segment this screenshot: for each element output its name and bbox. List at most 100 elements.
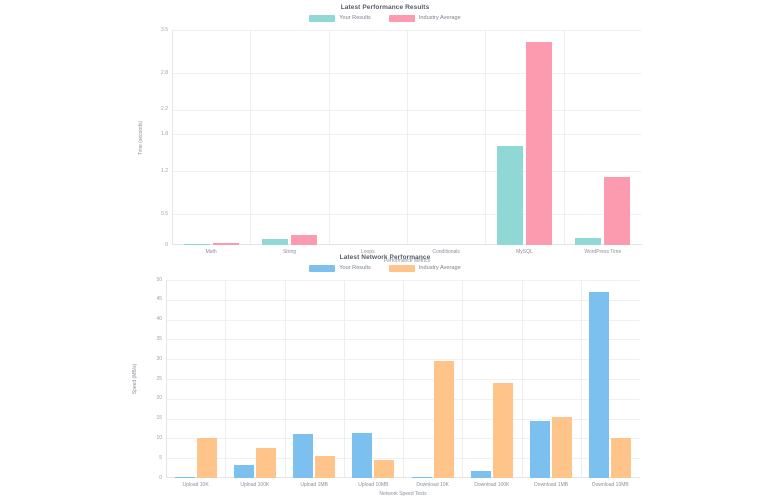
performance-y-axis-line bbox=[172, 30, 173, 245]
vertical-gridline bbox=[521, 280, 523, 478]
performance-chart-block: Latest Performance Results Your Results … bbox=[0, 4, 770, 264]
legend-item-industry-average[interactable]: Industry Average bbox=[388, 15, 461, 22]
bar[interactable] bbox=[530, 420, 551, 478]
legend-item-your-results[interactable]: Your Results bbox=[309, 15, 371, 22]
y-tick-label: 20 bbox=[156, 395, 162, 402]
bar[interactable] bbox=[174, 476, 195, 478]
bar-group bbox=[462, 280, 521, 478]
performance-plot-area bbox=[172, 30, 642, 245]
vertical-gridline bbox=[462, 280, 464, 478]
y-tick-label: 5 bbox=[159, 454, 162, 461]
bar-group bbox=[250, 30, 328, 245]
bar-group bbox=[522, 280, 581, 478]
x-tick-label: Math bbox=[205, 249, 217, 255]
bar[interactable] bbox=[212, 243, 239, 245]
bar-group bbox=[344, 280, 403, 478]
legend-label-industry-average: Industry Average bbox=[418, 15, 461, 21]
legend-item-industry-average-network[interactable]: Industry Average bbox=[388, 265, 461, 272]
legend-swatch-your-results-network bbox=[309, 265, 336, 272]
network-chart-block: Latest Network Performance Your Results … bbox=[0, 250, 770, 500]
bar-group bbox=[485, 30, 563, 245]
x-tick-label: Download 100K bbox=[474, 482, 510, 488]
legend-label-your-results-network: Your Results bbox=[339, 265, 371, 271]
bar[interactable] bbox=[290, 234, 317, 245]
x-tick-label: Conditionals bbox=[432, 249, 460, 255]
performance-x-axis-ticks: Math String Loops Conditionals MySQL WordPres… bbox=[172, 249, 642, 255]
bar[interactable] bbox=[589, 291, 610, 478]
bar[interactable] bbox=[233, 464, 254, 478]
bar[interactable] bbox=[411, 477, 432, 478]
legend-swatch-industry-average-network bbox=[388, 265, 415, 272]
bar[interactable] bbox=[492, 382, 513, 478]
vertical-gridline bbox=[485, 30, 487, 245]
x-tick-label: Upload 10K bbox=[182, 482, 209, 488]
legend-item-your-results-network[interactable]: Your Results bbox=[309, 265, 371, 272]
bar[interactable] bbox=[183, 243, 210, 245]
y-tick-label: 0.5 bbox=[161, 210, 168, 217]
bar-group bbox=[564, 30, 642, 245]
x-tick-label: Download 10K bbox=[416, 482, 449, 488]
bar-group bbox=[166, 280, 225, 478]
network-chart-legend: Your Results Industry Average bbox=[0, 263, 770, 274]
y-tick-label: 25 bbox=[156, 375, 162, 382]
y-tick-label: 2.8 bbox=[161, 69, 168, 76]
legend-label-your-results: Your Results bbox=[339, 15, 371, 21]
performance-chart-legend: Your Results Industry Average bbox=[0, 13, 770, 24]
bar-group bbox=[285, 280, 344, 478]
y-tick-label: 35 bbox=[156, 335, 162, 342]
vertical-gridline bbox=[284, 280, 286, 478]
performance-chart-title: Latest Performance Results bbox=[340, 4, 430, 11]
y-tick-label: 15 bbox=[156, 415, 162, 422]
performance-plot-wrap: Time (seconds) 3.5 2.8 2.2 1.8 1.2 0.5 0 Math S… bbox=[0, 24, 770, 264]
bar[interactable] bbox=[433, 361, 454, 478]
network-plot-wrap: Speed (MB/s) 50 45 40 35 30 25 20 15 10 5 0 Upload… bbox=[0, 274, 770, 500]
y-tick-label: 0 bbox=[159, 474, 162, 481]
bar-group bbox=[581, 280, 640, 478]
bar[interactable] bbox=[552, 417, 573, 478]
bar[interactable] bbox=[196, 438, 217, 478]
network-y-axis-line bbox=[166, 280, 167, 478]
vertical-gridline bbox=[580, 280, 582, 478]
vertical-gridline bbox=[403, 280, 404, 478]
x-tick-label: Download 1MB bbox=[534, 482, 569, 488]
bar-group bbox=[403, 280, 462, 478]
network-plot-area bbox=[166, 280, 640, 478]
performance-x-axis-label: Performance Metrics bbox=[383, 258, 431, 264]
performance-bar-groups bbox=[172, 30, 642, 245]
performance-y-axis-ticks: 3.5 2.8 2.2 1.8 1.2 0.5 0 bbox=[146, 27, 168, 247]
network-x-axis-ticks: Upload 10K Upload 100K Upload 1MB Upload 10… bbox=[166, 482, 640, 488]
x-tick-label: String bbox=[282, 249, 297, 255]
network-bar-groups bbox=[166, 280, 640, 478]
network-y-axis-ticks: 50 45 40 35 30 25 20 15 10 5 0 bbox=[140, 276, 162, 481]
bar-group bbox=[225, 280, 284, 478]
y-tick-label: 45 bbox=[156, 296, 162, 303]
y-tick-label: 2.2 bbox=[161, 106, 168, 113]
bar[interactable] bbox=[496, 145, 523, 245]
bar[interactable] bbox=[315, 456, 336, 478]
y-tick-label: 50 bbox=[156, 276, 162, 283]
bar[interactable] bbox=[575, 237, 602, 245]
bar[interactable] bbox=[470, 471, 491, 478]
performance-y-axis-label: Time (seconds) bbox=[138, 120, 144, 155]
bar-group bbox=[407, 30, 485, 245]
bar[interactable] bbox=[293, 434, 314, 478]
x-tick-label: Download 10MB bbox=[592, 482, 629, 488]
bar[interactable] bbox=[374, 460, 395, 478]
vertical-gridline bbox=[407, 30, 408, 245]
bar[interactable] bbox=[352, 433, 373, 478]
x-tick-label: Upload 100K bbox=[240, 482, 270, 488]
y-tick-label: 1.2 bbox=[161, 167, 168, 174]
y-tick-label: 10 bbox=[156, 434, 162, 441]
bar[interactable] bbox=[255, 448, 276, 478]
network-chart-title: Latest Network Performance bbox=[339, 254, 431, 261]
bar[interactable] bbox=[261, 238, 288, 245]
bar[interactable] bbox=[611, 438, 632, 478]
vertical-gridline bbox=[343, 280, 345, 478]
network-x-axis-line bbox=[166, 477, 640, 478]
bar-group bbox=[329, 30, 407, 245]
vertical-gridline bbox=[225, 280, 227, 478]
performance-x-axis-line bbox=[172, 244, 642, 245]
bar[interactable] bbox=[525, 42, 552, 245]
bar[interactable] bbox=[604, 177, 631, 245]
